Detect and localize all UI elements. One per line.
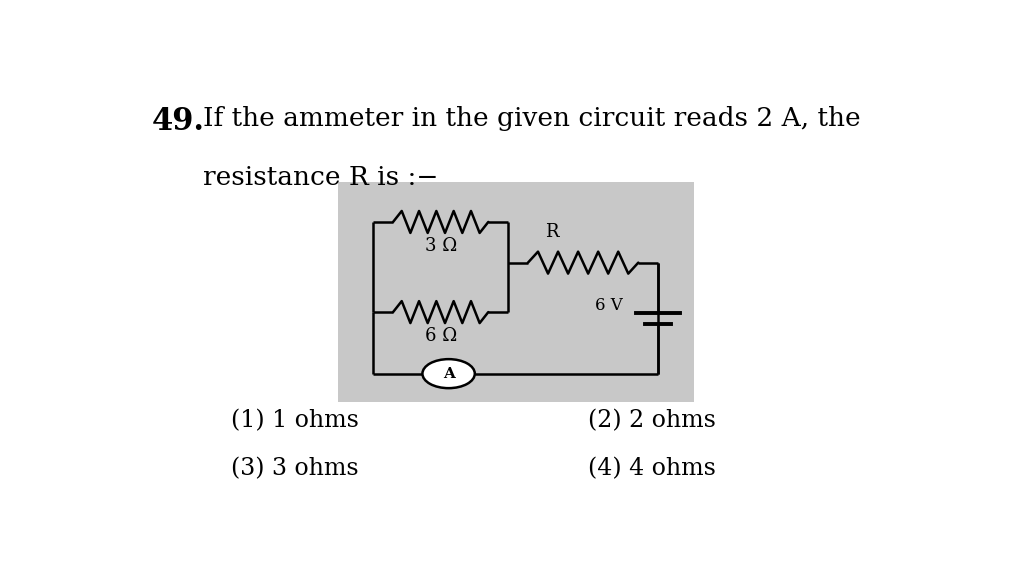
Text: A: A — [442, 367, 455, 381]
Text: (3) 3 ohms: (3) 3 ohms — [231, 457, 358, 480]
Text: 49.: 49. — [152, 106, 205, 137]
Text: (4) 4 ohms: (4) 4 ohms — [588, 457, 716, 480]
Text: R: R — [545, 223, 558, 240]
FancyBboxPatch shape — [338, 182, 694, 402]
Text: (1) 1 ohms: (1) 1 ohms — [231, 409, 359, 432]
Text: 3 Ω: 3 Ω — [425, 238, 457, 255]
Text: 6 Ω: 6 Ω — [425, 328, 457, 345]
Text: If the ammeter in the given circuit reads 2 A, the: If the ammeter in the given circuit read… — [204, 106, 861, 131]
Circle shape — [423, 359, 475, 388]
Text: (2) 2 ohms: (2) 2 ohms — [588, 409, 716, 432]
Text: 6 V: 6 V — [595, 297, 623, 314]
Text: resistance R is :−: resistance R is :− — [204, 165, 439, 190]
